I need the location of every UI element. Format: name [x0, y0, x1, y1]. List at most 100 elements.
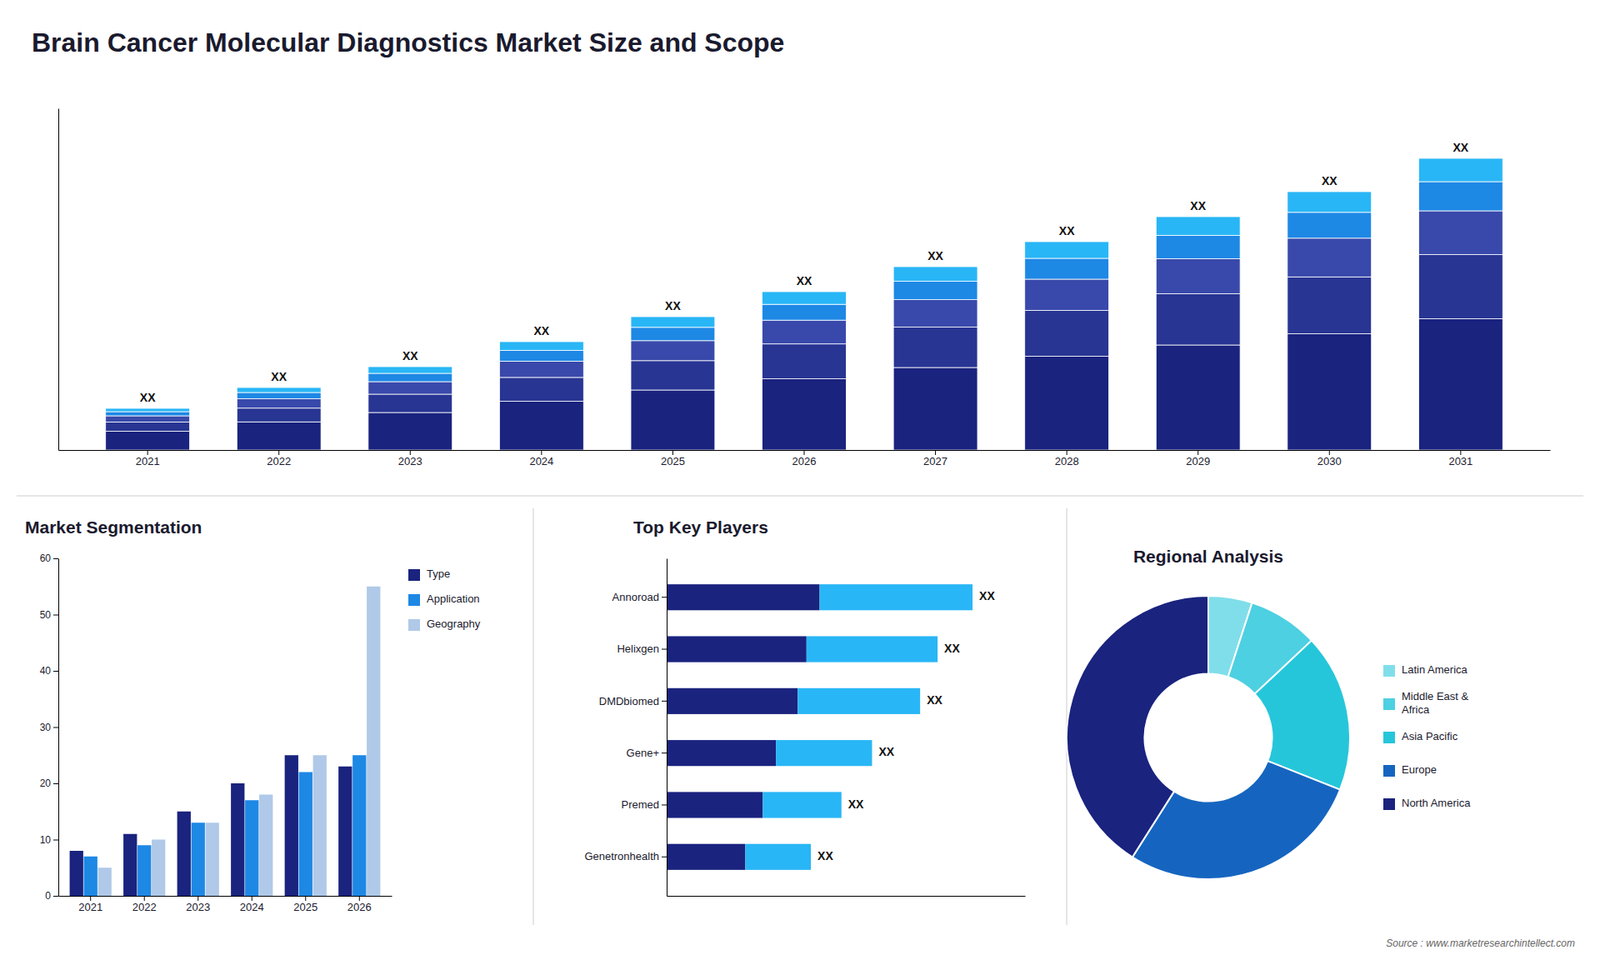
bar: [259, 795, 273, 897]
bar: [191, 822, 205, 896]
tick: 2022: [266, 450, 291, 468]
bar: [368, 366, 453, 374]
bar: [797, 688, 920, 715]
slice: [1066, 595, 1209, 858]
bar: [177, 811, 191, 896]
data-label: XX: [979, 589, 995, 603]
tick-mark: [661, 596, 667, 598]
legend-label: Type: [426, 567, 450, 580]
bar: [236, 392, 321, 400]
tick-mark: [661, 649, 667, 650]
y-axis: [58, 109, 60, 451]
tick-label: 2023: [398, 455, 423, 468]
tick-mark: [53, 895, 59, 897]
data-label: XX: [270, 370, 287, 384]
tick-mark: [672, 450, 674, 455]
bar: [105, 415, 190, 423]
y-axis: AnnoroadHelixgenDMDbiomedGene+PremedGene…: [584, 559, 667, 897]
tick-label: 2029: [1185, 455, 1210, 468]
tick: 2025: [660, 450, 685, 468]
bar: [762, 344, 847, 380]
bar: [105, 411, 190, 416]
series: [70, 755, 353, 896]
bar: [499, 401, 584, 451]
annotation: Source : www.marketresearchintellect.com: [1385, 937, 1575, 950]
bar: [762, 791, 841, 818]
tick: 60: [40, 552, 59, 565]
data-label: XX: [944, 641, 960, 655]
tick: Gene+: [626, 746, 667, 760]
series: [745, 584, 973, 870]
bar: [313, 755, 327, 896]
bar: [205, 822, 220, 896]
data-label: XX: [927, 249, 944, 263]
bar: [1287, 334, 1372, 451]
bar: [1418, 319, 1503, 451]
tick-mark: [359, 895, 360, 901]
tick-mark: [661, 856, 667, 858]
bar: [230, 783, 245, 896]
tick-mark: [53, 558, 59, 560]
tick-label: 50: [40, 609, 52, 621]
legend: Latin AmericaMiddle East &AfricaAsia Pac…: [1383, 663, 1471, 810]
bar: [245, 800, 259, 896]
tick-mark: [53, 727, 59, 729]
legend-swatch: [408, 619, 420, 631]
tick-mark: [278, 450, 280, 455]
chart-3: [1066, 595, 1350, 880]
slices: [1066, 595, 1350, 880]
bar: [1418, 158, 1503, 182]
tick-label: 10: [40, 834, 52, 846]
bar: [893, 327, 978, 368]
tick: 2024: [529, 450, 554, 468]
tick-label: 2025: [293, 900, 318, 914]
tick-label: 2028: [1055, 455, 1080, 468]
tick-label: 2022: [132, 900, 157, 914]
data-label: XX: [402, 349, 419, 363]
bar: [1155, 345, 1240, 450]
tick: 2031: [1448, 450, 1473, 468]
chart-1: 2021202220232024202520260102030405060Typ…: [40, 552, 481, 914]
tick-mark: [90, 895, 91, 901]
tick-label: 0: [45, 890, 51, 902]
bar: [368, 373, 453, 382]
tick: Genetronhealth: [584, 850, 667, 863]
bar: [368, 381, 453, 395]
tick-mark: [1066, 450, 1068, 455]
tick-mark: [305, 895, 306, 901]
bar: [70, 850, 84, 896]
data-label: XX: [140, 390, 156, 405]
bar: [137, 845, 151, 896]
bar: [1155, 216, 1240, 235]
chart-2: XXXXXXXXXXXXAnnoroadHelixgenDMDbiomedGen…: [584, 559, 1025, 897]
data-label: XX: [1190, 199, 1206, 213]
legend-label: Latin America: [1401, 663, 1469, 676]
bar: [499, 360, 584, 378]
chart-title: Top Key Players: [633, 517, 769, 537]
bar: [1418, 210, 1503, 255]
tick: 40: [40, 665, 59, 677]
tick: 2021: [135, 450, 160, 468]
chart-root: Brain Cancer Molecular Diagnostics Marke…: [0, 0, 1600, 955]
y-axis-line: [666, 559, 668, 897]
tick-label: 2021: [135, 455, 160, 468]
bar: [630, 360, 715, 390]
bar: [352, 755, 366, 896]
bar: [775, 740, 872, 766]
bar: [338, 766, 352, 896]
data-label: XX: [1059, 224, 1075, 238]
tick: 50: [40, 609, 59, 621]
bar: [666, 791, 763, 818]
bar: [236, 408, 321, 423]
bar: [666, 844, 745, 870]
tick-mark: [53, 615, 59, 616]
tick: 2022: [132, 895, 157, 914]
legend-swatch: [1383, 698, 1395, 710]
data-label: XX: [1321, 174, 1338, 188]
y-axis-line: [58, 559, 60, 897]
y-axis-line: [58, 109, 60, 451]
tick-mark: [53, 840, 59, 841]
x-axis: 202120222023202420252026: [59, 895, 393, 914]
tick-label: 30: [40, 721, 52, 734]
tick: 2026: [792, 450, 817, 468]
